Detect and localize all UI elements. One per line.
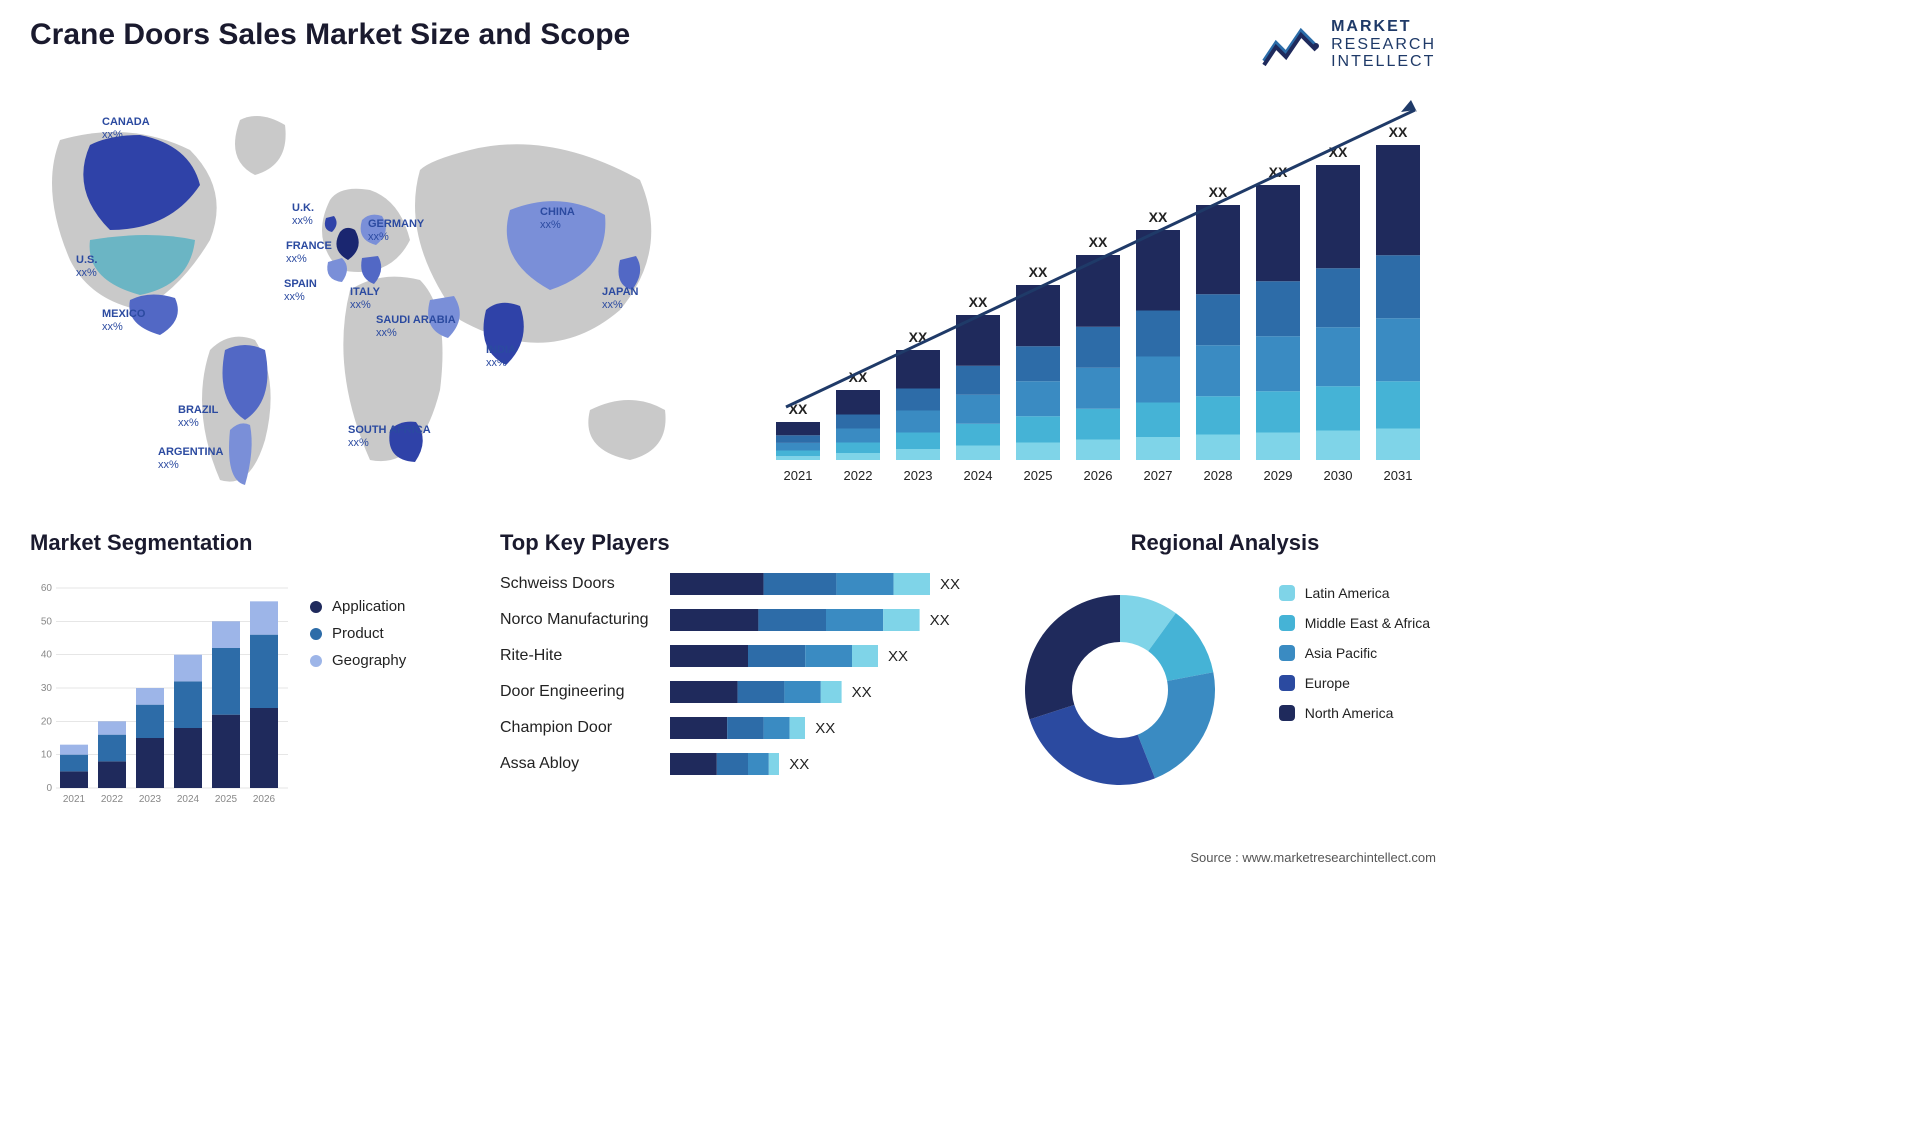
map-label: ITALYxx%	[350, 286, 380, 312]
svg-text:2023: 2023	[139, 794, 162, 805]
regional-title: Regional Analysis	[1010, 530, 1440, 556]
map-label: MEXICOxx%	[102, 308, 145, 334]
region-legend-item: Asia Pacific	[1279, 645, 1430, 661]
svg-text:2027: 2027	[1144, 468, 1173, 483]
region-legend-item: Europe	[1279, 675, 1430, 691]
svg-text:XX: XX	[969, 294, 988, 310]
player-value: XX	[789, 756, 809, 773]
map-label: SOUTH AFRICAxx%	[348, 424, 431, 450]
logo-icon	[1261, 21, 1321, 67]
region-legend-item: North America	[1279, 705, 1430, 721]
svg-text:60: 60	[41, 583, 53, 594]
player-row: Champion Door XX	[500, 712, 980, 744]
player-row: Rite-Hite XX	[500, 640, 980, 672]
map-label: SPAINxx%	[284, 278, 317, 304]
svg-text:2029: 2029	[1264, 468, 1293, 483]
svg-text:2024: 2024	[964, 468, 993, 483]
map-label: BRAZILxx%	[178, 404, 218, 430]
segmentation-title: Market Segmentation	[30, 530, 470, 556]
player-name: Assa Abloy	[500, 755, 670, 773]
map-label: SAUDI ARABIAxx%	[376, 314, 456, 340]
svg-text:2022: 2022	[844, 468, 873, 483]
page-title: Crane Doors Sales Market Size and Scope	[30, 18, 630, 52]
svg-text:2025: 2025	[1024, 468, 1053, 483]
brand-logo: MARKET RESEARCH INTELLECT	[1261, 18, 1436, 71]
player-name: Champion Door	[500, 719, 670, 737]
svg-text:2024: 2024	[177, 794, 200, 805]
world-map: CANADAxx% U.S.xx% MEXICOxx% BRAZILxx% ARGENT…	[30, 90, 710, 500]
map-label: ARGENTINAxx%	[158, 446, 223, 472]
logo-line3: INTELLECT	[1331, 53, 1436, 71]
players-section: Top Key Players Schweiss DoorsXXNorco Ma…	[500, 530, 980, 820]
svg-text:XX: XX	[1089, 234, 1108, 250]
player-value: XX	[852, 684, 872, 701]
player-value: XX	[940, 576, 960, 593]
svg-text:XX: XX	[1209, 184, 1228, 200]
svg-text:2021: 2021	[784, 468, 813, 483]
svg-text:2030: 2030	[1324, 468, 1353, 483]
seg-legend-item: Product	[310, 625, 406, 642]
map-label: GERMANYxx%	[368, 218, 424, 244]
logo-line2: RESEARCH	[1331, 36, 1436, 54]
svg-text:20: 20	[41, 716, 53, 727]
svg-text:40: 40	[41, 650, 53, 661]
region-legend-item: Latin America	[1279, 585, 1430, 601]
map-label: CHINAxx%	[540, 206, 575, 232]
svg-text:2021: 2021	[63, 794, 86, 805]
player-name: Schweiss Doors	[500, 575, 670, 593]
svg-text:2031: 2031	[1384, 468, 1413, 483]
player-value: XX	[815, 720, 835, 737]
svg-text:2022: 2022	[101, 794, 124, 805]
svg-text:0: 0	[46, 783, 52, 794]
svg-text:2026: 2026	[1084, 468, 1113, 483]
svg-text:2028: 2028	[1204, 468, 1233, 483]
player-row: Norco Manufacturing XX	[500, 604, 980, 636]
svg-text:2025: 2025	[215, 794, 238, 805]
map-label: FRANCExx%	[286, 240, 332, 266]
map-label: JAPANxx%	[602, 286, 638, 312]
source-credit: Source : www.marketresearchintellect.com	[1190, 850, 1436, 865]
svg-text:10: 10	[41, 750, 53, 761]
svg-text:XX: XX	[1029, 264, 1048, 280]
map-label: U.K.xx%	[292, 202, 314, 228]
player-row: Assa Abloy XX	[500, 748, 980, 780]
svg-text:XX: XX	[1149, 209, 1168, 225]
svg-text:2026: 2026	[253, 794, 276, 805]
svg-text:2023: 2023	[904, 468, 933, 483]
logo-line1: MARKET	[1331, 18, 1436, 36]
segmentation-section: Market Segmentation 0 10 20 30 40 50 60 2021 202…	[30, 530, 470, 820]
player-row: Schweiss Doors XX	[500, 568, 980, 600]
player-value: XX	[888, 648, 908, 665]
player-name: Norco Manufacturing	[500, 611, 670, 629]
map-label: CANADAxx%	[102, 116, 150, 142]
svg-text:XX: XX	[1389, 124, 1408, 140]
player-name: Rite-Hite	[500, 647, 670, 665]
player-value: XX	[930, 612, 950, 629]
player-name: Door Engineering	[500, 683, 670, 701]
seg-legend-item: Geography	[310, 652, 406, 669]
region-legend-item: Middle East & Africa	[1279, 615, 1430, 631]
growth-chart: XX2021XX2022XX2023XX2024XX2025XX2026XX20…	[756, 95, 1436, 495]
svg-text:30: 30	[41, 683, 53, 694]
regional-section: Regional Analysis Latin America Middle Ea…	[1010, 530, 1440, 820]
players-title: Top Key Players	[500, 530, 980, 556]
map-label: INDIAxx%	[486, 344, 516, 370]
svg-text:50: 50	[41, 616, 53, 627]
player-row: Door Engineering XX	[500, 676, 980, 708]
seg-legend-item: Application	[310, 598, 406, 615]
map-label: U.S.xx%	[76, 254, 97, 280]
